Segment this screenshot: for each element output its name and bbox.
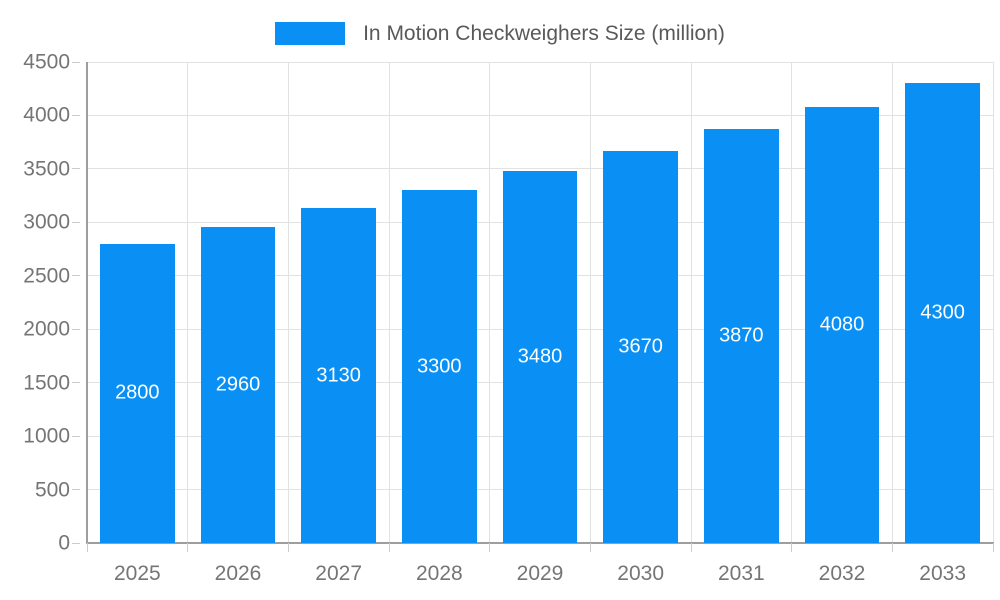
plot-area: 2800 2960 3130 3300 3480 3670 3870 4080 4300 [86,61,994,544]
y-grid-line [87,114,993,116]
bar-value-label: 4080 [819,313,865,336]
x-tick-label: 2032 [818,562,866,585]
x-tick-label: 2030 [617,562,665,585]
bar-value-label: 3480 [517,345,563,368]
y-tick-label: 0 [58,531,70,555]
y-tick-mark [72,275,80,277]
x-tick-mark [589,543,591,552]
x-tick-mark [690,543,692,552]
y-tick-label: 3000 [23,210,70,234]
y-tick-mark [72,435,80,437]
x-tick-label: 2025 [113,562,161,585]
bar[interactable]: 3480 [502,171,578,543]
x-tick-mark [287,543,289,552]
y-tick-label: 4000 [23,103,70,127]
x-grid-line [388,62,390,543]
bar[interactable]: 4080 [804,106,880,543]
y-tick-mark [72,114,80,116]
x-axis: 2025 2026 2027 2028 2029 2030 2031 2032 2033 [86,543,994,588]
x-tick-mark [791,543,793,552]
x-grid-line [992,62,994,543]
x-tick-mark [992,543,994,552]
x-tick-mark [489,543,491,552]
y-tick-label: 500 [34,478,70,502]
y-tick-label: 2000 [23,317,70,341]
x-tick-mark [187,543,189,552]
y-axis: 0 500 1000 1500 2000 2500 3000 3500 4000 4500 [0,51,80,555]
y-tick-label: 1000 [23,424,70,448]
bar[interactable]: 2960 [200,226,276,543]
y-tick-mark [72,61,80,63]
y-tick-label: 1500 [23,371,70,395]
bar[interactable]: 3670 [603,150,678,543]
bar-value-label: 3130 [316,364,361,387]
y-tick-mark [72,221,80,223]
x-tick-label: 2031 [717,562,765,585]
bar-value-label: 2800 [115,381,160,404]
y-tick-label: 3500 [23,157,70,181]
y-grid-line [87,61,993,63]
y-axis-line [86,62,88,543]
bar[interactable]: 3130 [301,208,376,543]
x-tick-label: 2033 [919,562,967,585]
legend-label: In Motion Checkweighers Size (million) [363,21,725,45]
y-tick-mark [72,542,80,544]
x-grid-line [589,62,591,543]
bar-value-label: 3670 [618,335,663,358]
bar[interactable]: 3300 [402,190,477,543]
x-grid-line [187,62,189,543]
bar[interactable]: 2800 [100,243,175,543]
x-tick-mark [86,543,88,552]
x-tick-label: 2029 [516,562,564,585]
y-tick-mark [72,168,80,170]
y-tick-mark [72,489,80,491]
x-axis-line [86,542,994,544]
x-tick-mark [891,543,893,552]
legend[interactable]: In Motion Checkweighers Size (million) [0,18,1000,48]
x-grid-line [489,62,491,543]
x-grid-line [690,62,692,543]
x-tick-label: 2027 [315,562,363,585]
bar-value-label: 4300 [920,301,965,324]
x-tick-label: 2028 [415,562,463,585]
y-tick-label: 4500 [23,50,70,74]
bar-value-label: 2960 [215,373,261,396]
y-grid-line [87,168,993,170]
x-grid-line [287,62,289,543]
bar[interactable]: 3870 [704,129,779,543]
x-grid-line [791,62,793,543]
x-grid-line [891,62,893,543]
bar-value-label: 3300 [417,355,462,378]
y-tick-mark [72,328,80,330]
y-tick-label: 2500 [23,264,70,288]
legend-swatch [275,21,346,45]
x-tick-label: 2026 [214,562,262,585]
bar[interactable]: 4300 [905,83,980,543]
y-tick-mark [72,382,80,384]
bar-value-label: 3870 [719,324,764,347]
x-tick-mark [388,543,390,552]
